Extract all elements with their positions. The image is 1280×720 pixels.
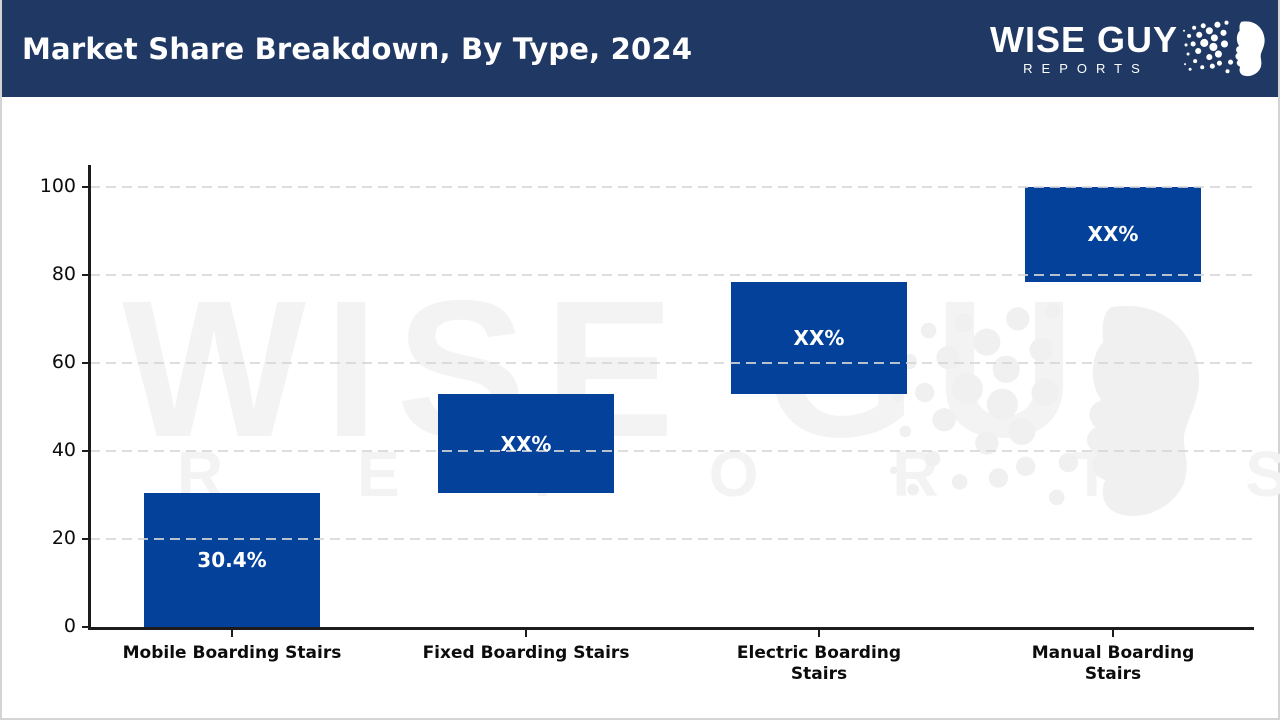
dotted-face-icon xyxy=(1183,20,1265,76)
x-tick-label: Manual Boarding Stairs xyxy=(1031,643,1195,685)
y-gridline xyxy=(90,186,1252,188)
x-tick-label: Mobile Boarding Stairs xyxy=(122,643,342,663)
x-tick xyxy=(1112,630,1114,637)
y-tick xyxy=(82,450,89,452)
bar-value-label: XX% xyxy=(793,325,845,350)
x-axis-line xyxy=(88,627,1254,630)
bar-value-label: XX% xyxy=(500,431,552,456)
y-gridline xyxy=(90,538,1252,540)
y-axis-line xyxy=(88,165,91,629)
y-gridline xyxy=(90,274,1252,276)
y-tick-label: 60 xyxy=(51,351,76,373)
x-tick xyxy=(818,630,820,637)
x-tick-label: Electric Boarding Stairs xyxy=(736,643,902,685)
y-tick-label: 80 xyxy=(51,263,76,285)
bar-value-label: XX% xyxy=(1087,222,1139,247)
bar xyxy=(438,393,614,494)
x-tick xyxy=(525,630,527,637)
y-tick-label: 0 xyxy=(63,615,76,637)
bar-value-label: 30.4% xyxy=(197,548,267,573)
logo-text: WISE GUY REPORTS xyxy=(989,18,1178,76)
y-tick xyxy=(82,186,89,188)
bar xyxy=(1025,187,1201,282)
bar xyxy=(144,493,320,627)
y-tick xyxy=(82,362,89,364)
y-tick-label: 20 xyxy=(51,527,76,549)
x-tick-label: Fixed Boarding Stairs xyxy=(422,643,630,663)
y-gridline xyxy=(90,450,1252,452)
chart-area: WISE GU R E P O R T S 30.4% XX% XX% XX% 0 20 4… xyxy=(2,97,1280,714)
y-tick xyxy=(82,274,89,276)
y-gridline xyxy=(90,362,1252,364)
wise-guy-reports-logo: WISE GUY REPORTS xyxy=(990,0,1268,97)
y-tick-label: 100 xyxy=(39,175,76,197)
logo-subtitle: REPORTS xyxy=(1023,60,1149,76)
y-tick xyxy=(82,538,89,540)
bar xyxy=(731,281,907,394)
header-bar: Market Share Breakdown, By Type, 2024 WI… xyxy=(2,0,1278,97)
y-tick xyxy=(82,626,89,628)
x-tick xyxy=(231,630,233,637)
y-tick-label: 40 xyxy=(51,439,76,461)
chart-title: Market Share Breakdown, By Type, 2024 xyxy=(22,31,693,66)
logo-wordmark: WISE GUY xyxy=(989,18,1178,60)
